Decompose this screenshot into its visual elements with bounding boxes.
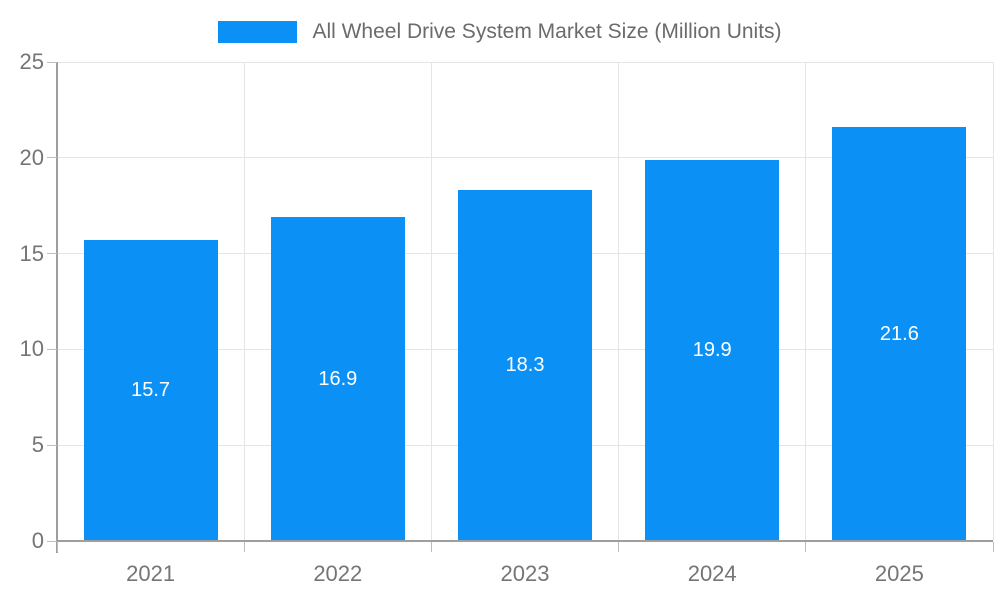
y-tick-mark [47,348,57,350]
x-axis-line [57,540,993,542]
bar-value-label: 18.3 [505,354,545,377]
bar-2021: 15.7 [83,240,218,541]
bar-2024: 19.9 [645,159,780,541]
bar-2025: 21.6 [832,127,967,541]
x-tick-label: 2022 [313,561,363,586]
y-tick-label: 20 [19,144,44,170]
x-tick-mark [430,542,432,552]
bar-2023: 18.3 [458,190,592,541]
legend-label: All Wheel Drive System Market Size (Mill… [312,20,782,43]
x-gridline [430,62,432,541]
y-gridline [57,61,993,63]
x-tick-mark [243,542,245,552]
x-tick-label: 2023 [500,561,550,586]
bar-value-label: 19.9 [692,338,732,361]
y-tick-label: 10 [19,336,44,362]
y-tick-mark [47,253,57,255]
y-tick-mark [47,540,57,542]
x-gridline [618,62,620,541]
bar-2022: 16.9 [270,217,405,541]
y-tick-label: 0 [31,528,44,553]
y-tick-label: 5 [31,432,44,458]
bar-value-label: 15.7 [131,379,171,402]
y-tick-mark [47,61,57,63]
legend[interactable]: All Wheel Drive System Market Size (Mill… [0,18,1000,46]
y-axis-line [56,62,58,553]
x-tick-mark [56,542,58,552]
bar-value-label: 16.9 [318,367,358,390]
y-tick-mark [47,157,57,159]
x-tick-mark [618,542,620,552]
bar-value-label: 21.6 [879,322,919,345]
x-tick-mark [805,542,807,552]
x-gridline [805,62,807,541]
x-tick-mark [992,542,994,552]
x-tick-label: 2024 [687,561,737,586]
x-tick-label: 2025 [874,561,924,586]
x-gridline [992,62,994,541]
plot-area: 15.7 16.9 18.3 19.9 21.6 [57,61,994,541]
x-tick-label: 2021 [126,561,176,586]
y-tick-label: 15 [19,240,44,266]
y-tick-label: 25 [19,49,44,74]
y-tick-mark [47,444,57,446]
y-gridline [57,157,993,159]
legend-swatch-icon [218,21,298,43]
x-gridline [243,62,245,541]
